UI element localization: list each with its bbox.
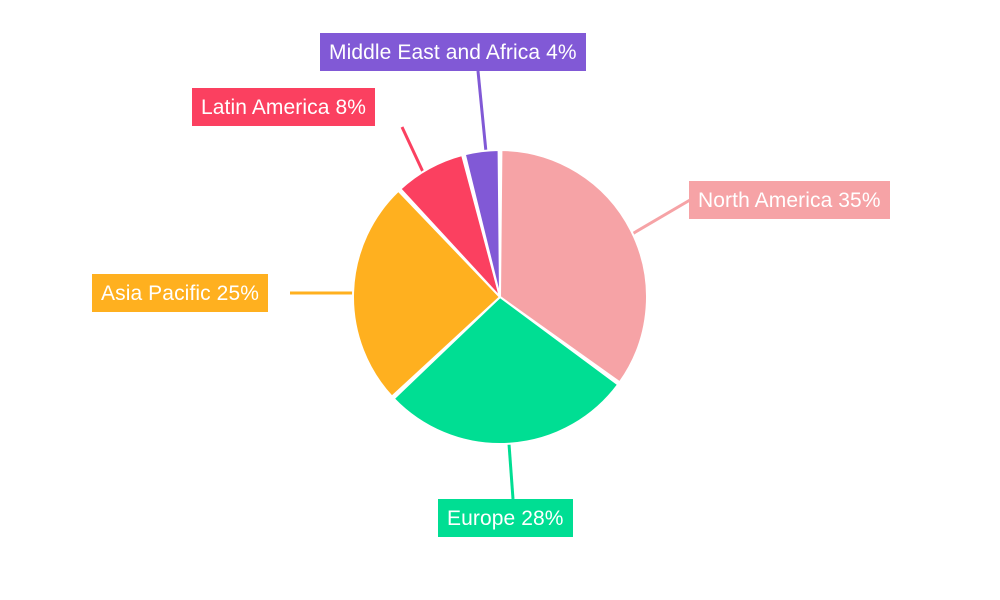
- pie-label-middle-east-and-africa[interactable]: Middle East and Africa 4%: [320, 33, 586, 71]
- pie-label-north-america[interactable]: North America 35%: [689, 181, 890, 219]
- leader-line-north-america: [626, 198, 691, 239]
- pie-slice-north-america[interactable]: [498, 148, 648, 384]
- pie-slice-asia-pacific[interactable]: [351, 189, 502, 399]
- pie-slice-middle-east-and-africa[interactable]: [463, 149, 501, 298]
- pie-slice-group: [351, 148, 648, 445]
- pie-label-latin-america[interactable]: Latin America 8%: [192, 88, 376, 126]
- pie-slice-europe[interactable]: [392, 295, 620, 445]
- leader-line-europe: [507, 443, 515, 500]
- leader-line-middle-east-and-africa: [476, 70, 488, 153]
- pie-label-asia-pacific[interactable]: Asia Pacific 25%: [92, 274, 269, 312]
- pie-label-europe[interactable]: Europe 28%: [438, 499, 573, 537]
- pie-slice-latin-america[interactable]: [398, 153, 501, 298]
